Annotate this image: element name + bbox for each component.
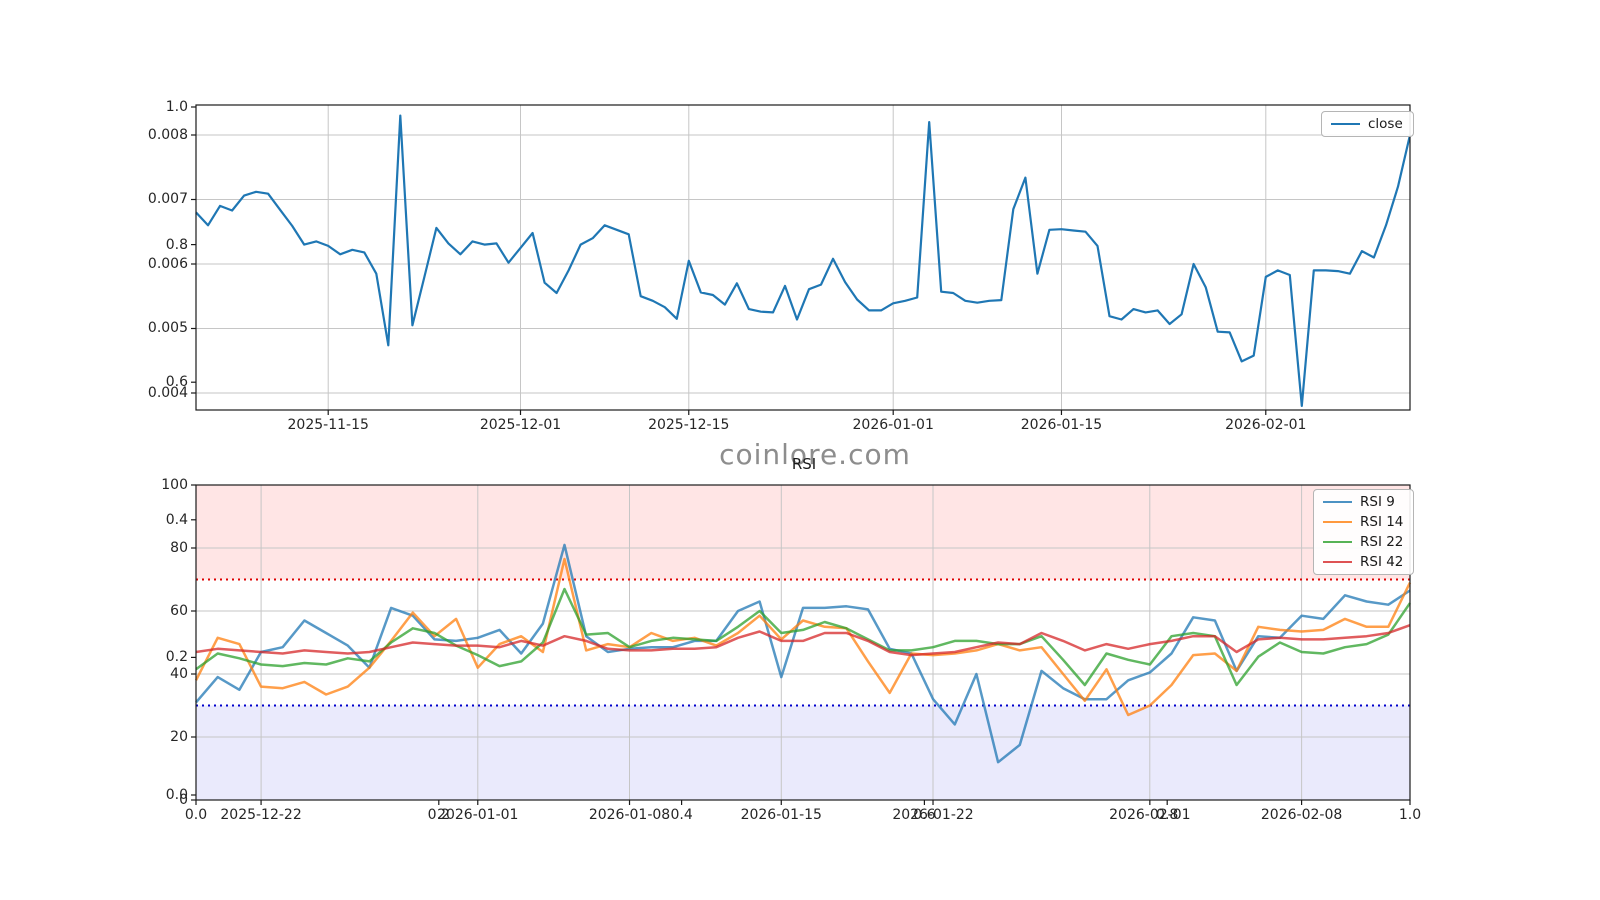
rsi14-line-sample-icon	[1323, 521, 1352, 523]
rsi-legend: RSI 9 RSI 14 RSI 22 RSI 42	[1313, 489, 1415, 575]
rsi-xtick-label: 2026-01-15	[740, 807, 822, 823]
price-ytick-label: 0.007	[147, 191, 188, 208]
rsi-xtick-label: 2026-01-08	[588, 807, 671, 823]
rsi-xtick-label: 2026-02-01	[1109, 807, 1191, 823]
rsi-line-rsi22	[195, 587, 1412, 687]
price-xtick-label: 2026-01-15	[1020, 417, 1103, 433]
rsi-ytick-label: 100	[161, 477, 188, 493]
overlay-ytick-label: 1.0	[165, 99, 188, 115]
legend-label-rsi22: RSI 22	[1360, 534, 1404, 550]
overlay-xtick-label: 0.2	[427, 807, 450, 823]
overlay-xtick-label: 0.8	[1156, 807, 1179, 823]
overlay-xtick-label: 0.6	[913, 807, 936, 823]
overlay-ytick-label: 0.8	[165, 236, 188, 253]
legend-label-close: close	[1368, 116, 1403, 132]
overlay-ytick-label: 0.6	[165, 374, 188, 391]
rsi9-line-sample-icon	[1323, 501, 1352, 503]
legend-item-rsi22: RSI 22	[1323, 534, 1403, 550]
rsi-ytick-label: 60	[170, 603, 188, 619]
overlay-xtick-label: 0.4	[670, 807, 693, 823]
legend-label-rsi9: RSI 9	[1360, 494, 1395, 510]
rsi42-line-sample-icon	[1323, 561, 1352, 563]
close-line	[195, 114, 1412, 407]
legend-item-close: close	[1331, 116, 1403, 132]
price-xtick-label: 2025-12-01	[479, 417, 562, 433]
close-line-sample-icon	[1331, 123, 1360, 125]
overlay-ytick-label: 0.2	[165, 649, 188, 666]
price-ytick-label: 0.004	[147, 384, 188, 401]
overlay-xtick-label: 0.0	[184, 807, 208, 823]
rsi-overbought-band	[196, 485, 1410, 580]
legend-item-rsi14: RSI 14	[1323, 514, 1403, 530]
rsi-xtick-label: 2026-01-22	[892, 807, 974, 823]
overlay-xtick-label: 1.0	[1398, 807, 1422, 823]
rsi-line-rsi14	[194, 557, 1412, 717]
rsi-ytick-label: 80	[170, 540, 188, 556]
watermark-text: coinlore.com	[719, 438, 911, 471]
overlay-ytick-label: 0.4	[165, 511, 188, 528]
price-legend: close	[1321, 111, 1414, 137]
price-xtick-label: 2026-02-01	[1225, 417, 1307, 433]
rsi-chart-title: RSI	[791, 455, 817, 473]
rsi-xtick-label: 2026-01-01	[437, 807, 519, 823]
rsi-xtick-label: 2026-02-08	[1260, 807, 1343, 823]
price-ytick-label: 0.008	[147, 126, 188, 143]
rsi22-line-sample-icon	[1323, 541, 1352, 543]
legend-item-rsi42: RSI 42	[1323, 554, 1403, 570]
legend-label-rsi14: RSI 14	[1360, 514, 1404, 530]
price-xtick-label: 2025-11-15	[287, 417, 369, 433]
rsi-oversold-band	[196, 705, 1410, 800]
rsi-ytick-label: 0	[179, 792, 188, 808]
rsi-line-rsi9	[195, 543, 1411, 764]
price-ytick-label: 0.006	[147, 255, 188, 272]
price-ytick-label: 0.005	[147, 320, 188, 337]
legend-item-rsi9: RSI 9	[1323, 494, 1403, 510]
rsi-axes-border	[195, 484, 1411, 801]
price-xtick-label: 2025-12-15	[648, 417, 730, 433]
rsi-line-rsi42	[195, 624, 1411, 657]
legend-label-rsi42: RSI 42	[1360, 554, 1404, 570]
rsi-ytick-label: 40	[170, 666, 188, 682]
rsi-xtick-label: 2025-12-22	[220, 807, 302, 823]
price-xtick-label: 2026-01-01	[852, 417, 934, 433]
rsi-ytick-label: 20	[170, 729, 188, 745]
price-axes-border	[195, 104, 1411, 411]
overlay-ytick-label: 0.0	[165, 787, 188, 803]
